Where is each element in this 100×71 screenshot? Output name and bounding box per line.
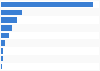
Bar [1,32,99,39]
Bar [1,25,12,31]
Bar [1,55,99,63]
Bar [1,10,22,15]
Bar [1,33,9,38]
Bar [1,17,17,23]
Bar [1,40,5,46]
Bar [1,24,99,32]
Bar [1,56,3,61]
Bar [1,48,3,54]
Bar [1,47,99,55]
Bar [1,16,99,24]
Bar [1,2,93,7]
Bar [1,63,99,70]
Bar [1,8,99,16]
Bar [1,1,99,8]
Bar [1,39,99,47]
Bar [1,64,2,69]
